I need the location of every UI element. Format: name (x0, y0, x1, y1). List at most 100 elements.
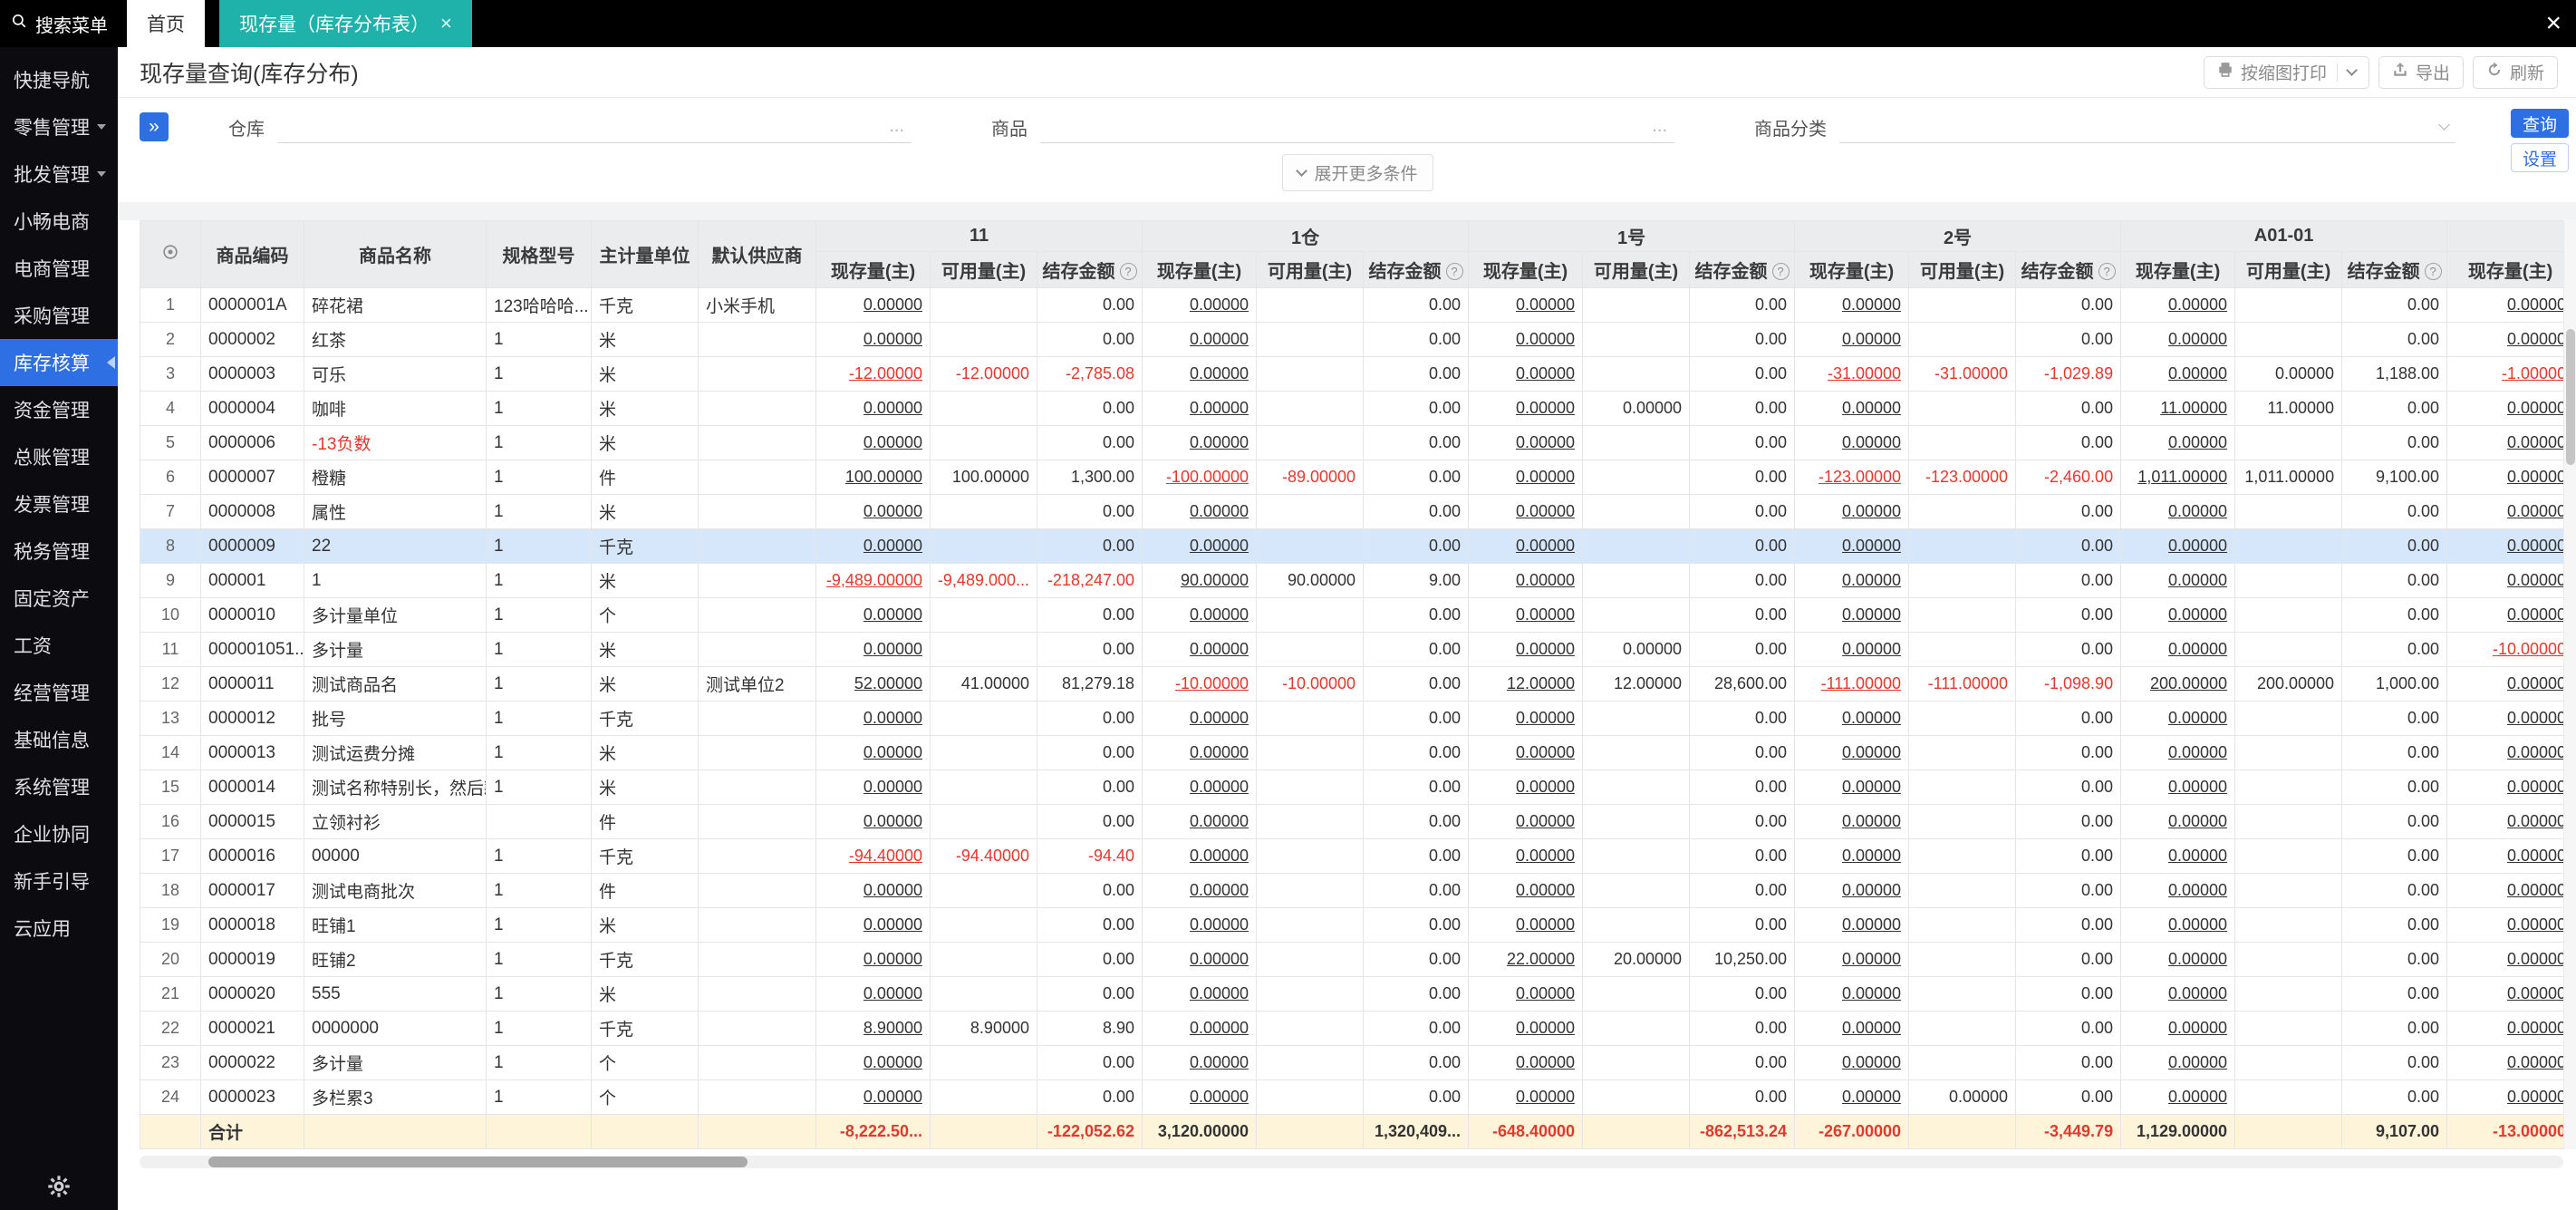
stock-qty-link[interactable]: 0.00000 (1142, 804, 1258, 839)
stock-qty-link[interactable]: 0.00000 (2120, 1011, 2236, 1046)
stock-qty-link[interactable]: 200.00000 (2120, 666, 2236, 702)
stock-qty-link[interactable]: 11.00000 (2120, 391, 2236, 426)
table-row[interactable]: 24 0000023 多栏累3 1 个 0.00000 0.00 0.00000 0.00 0.0… (140, 1079, 2563, 1115)
stock-qty-link[interactable]: 0.00000 (2446, 701, 2563, 736)
stock-qty-link[interactable]: 0.00000 (1468, 391, 1584, 426)
table-row[interactable]: 1 0000001A 碎花裙 123哈哈哈... 千克 小米手机 0.00000 0.00 0.… (140, 287, 2563, 323)
stock-qty-link[interactable]: 0.00000 (1142, 838, 1258, 874)
stock-qty-link[interactable]: 0.00000 (1468, 425, 1584, 460)
help-icon[interactable]: ? (1771, 263, 1790, 280)
help-icon[interactable]: ? (1445, 263, 1463, 280)
stock-qty-link[interactable]: 0.00000 (1794, 563, 1910, 598)
stock-qty-link[interactable]: 0.00000 (1468, 873, 1584, 908)
stock-qty-link[interactable]: 0.00000 (2120, 287, 2236, 323)
stock-qty-link[interactable]: 0.00000 (2446, 1011, 2563, 1046)
stock-qty-link[interactable]: -123.00000 (1794, 460, 1910, 495)
table-row[interactable]: 3 0000003 可乐 1 米 -12.00000 -12.00000 -2,785.08 0… (140, 356, 2563, 392)
stock-qty-link[interactable]: -1.00000 (2446, 356, 2563, 392)
stock-qty-link[interactable]: 0.00000 (815, 528, 931, 564)
tab-close-icon[interactable]: × (440, 12, 452, 34)
stock-qty-link[interactable]: 0.00000 (1794, 1045, 1910, 1080)
stock-qty-link[interactable]: 0.00000 (1794, 942, 1910, 977)
table-row[interactable]: 5 0000006 -13负数 1 米 0.00000 0.00 0.00000 0.00 0.0… (140, 425, 2563, 460)
stock-qty-link[interactable]: 0.00000 (1468, 287, 1584, 323)
stock-qty-link[interactable]: 0.00000 (1794, 287, 1910, 323)
stock-qty-link[interactable]: 0.00000 (815, 701, 931, 736)
stock-qty-link[interactable]: 0.00000 (2120, 425, 2236, 460)
picker-ellipsis-icon[interactable]: ... (889, 116, 904, 136)
stock-qty-link[interactable]: 0.00000 (1142, 976, 1258, 1012)
stock-qty-link[interactable]: 0.00000 (2120, 597, 2236, 633)
stock-qty-link[interactable]: -10.00000 (1142, 666, 1258, 702)
stock-qty-link[interactable]: 12.00000 (1468, 666, 1584, 702)
horizontal-scrollbar-thumb[interactable] (208, 1157, 748, 1167)
stock-qty-link[interactable]: 0.00000 (1468, 322, 1584, 357)
stock-qty-link[interactable]: 0.00000 (1794, 391, 1910, 426)
help-icon[interactable]: ? (1119, 263, 1137, 280)
tab-current-inventory[interactable]: 现存量（库存分布表） × (219, 0, 472, 47)
table-row[interactable]: 20 0000019 旺铺2 1 千克 0.00000 0.00 0.00000 0.00 22.… (140, 942, 2563, 977)
stock-qty-link[interactable]: 0.00000 (1468, 804, 1584, 839)
stock-qty-link[interactable]: 0.00000 (2446, 563, 2563, 598)
table-row[interactable]: 9 000001 1 1 米 -9,489.00000 -9,489.000... -218,… (140, 563, 2563, 598)
expand-more-button[interactable]: 展开更多条件 (1282, 154, 1433, 191)
stock-qty-link[interactable]: 0.00000 (815, 770, 931, 805)
table-row[interactable]: 10 0000010 多计量单位 1 个 0.00000 0.00 0.00000 0.00 0.… (140, 597, 2563, 633)
stock-qty-link[interactable]: 0.00000 (2120, 322, 2236, 357)
stock-qty-link[interactable]: 0.00000 (2446, 838, 2563, 874)
stock-qty-link[interactable]: 0.00000 (2446, 873, 2563, 908)
stock-qty-link[interactable]: 0.00000 (815, 976, 931, 1012)
stock-qty-link[interactable]: 0.00000 (2446, 1045, 2563, 1080)
export-button[interactable]: 导出 (2378, 55, 2464, 89)
stock-qty-link[interactable]: 0.00000 (815, 907, 931, 943)
table-row[interactable]: 4 0000004 咖啡 1 米 0.00000 0.00 0.00000 0.00 0.0000… (140, 391, 2563, 426)
stock-qty-link[interactable]: 0.00000 (2120, 1045, 2236, 1080)
expand-filter-panel-button[interactable]: » (140, 112, 169, 141)
sidebar-item[interactable]: 库存核算 (0, 339, 118, 386)
stock-qty-link[interactable]: 0.00000 (1794, 322, 1910, 357)
window-close-button[interactable]: × (2545, 8, 2562, 38)
sidebar-item[interactable]: 发票管理 (0, 480, 118, 528)
stock-qty-link[interactable]: 52.00000 (815, 666, 931, 702)
sidebar-item[interactable]: 新手引导 (0, 857, 118, 905)
stock-qty-link[interactable]: 0.00000 (1794, 528, 1910, 564)
stock-qty-link[interactable]: 22.00000 (1468, 942, 1584, 977)
stock-qty-link[interactable]: 0.00000 (1468, 701, 1584, 736)
stock-qty-link[interactable]: 0.00000 (1142, 873, 1258, 908)
sidebar-item[interactable]: 固定资产 (0, 575, 118, 622)
stock-qty-link[interactable]: 0.00000 (815, 942, 931, 977)
sidebar-item[interactable]: 资金管理 (0, 386, 118, 433)
picker-ellipsis-icon[interactable]: ... (1652, 116, 1667, 136)
stock-qty-link[interactable]: 0.00000 (2446, 735, 2563, 770)
stock-qty-link[interactable]: 0.00000 (1142, 528, 1258, 564)
stock-qty-link[interactable]: 0.00000 (1794, 770, 1910, 805)
stock-qty-link[interactable]: 0.00000 (1142, 701, 1258, 736)
stock-qty-link[interactable]: 0.00000 (2120, 907, 2236, 943)
stock-qty-link[interactable]: 0.00000 (815, 425, 931, 460)
stock-qty-link[interactable]: 0.00000 (2120, 563, 2236, 598)
stock-qty-link[interactable]: 0.00000 (2120, 356, 2236, 392)
stock-qty-link[interactable]: 1,011.00000 (2120, 460, 2236, 495)
stock-qty-link[interactable]: 0.00000 (1142, 942, 1258, 977)
stock-qty-link[interactable]: 100.00000 (815, 460, 931, 495)
stock-qty-link[interactable]: -10.00000 (2446, 632, 2563, 667)
stock-qty-link[interactable]: 0.00000 (2120, 735, 2236, 770)
stock-qty-link[interactable]: -31.00000 (1794, 356, 1910, 392)
table-row[interactable]: 2 0000002 红茶 1 米 0.00000 0.00 0.00000 0.00 0.0000… (140, 322, 2563, 357)
stock-qty-link[interactable]: 0.00000 (1794, 597, 1910, 633)
stock-qty-link[interactable]: 0.00000 (1142, 770, 1258, 805)
stock-qty-link[interactable]: 0.00000 (815, 735, 931, 770)
stock-qty-link[interactable]: 0.00000 (2446, 770, 2563, 805)
stock-qty-link[interactable]: 0.00000 (1794, 907, 1910, 943)
stock-qty-link[interactable]: 0.00000 (1794, 873, 1910, 908)
stock-qty-link[interactable]: 0.00000 (1794, 1079, 1910, 1115)
stock-qty-link[interactable]: -111.00000 (1794, 666, 1910, 702)
table-row[interactable]: 23 0000022 多计量 1 个 0.00000 0.00 0.00000 0.00 0.00… (140, 1045, 2563, 1080)
sidebar-item[interactable]: 工资 (0, 622, 118, 669)
query-button[interactable]: 查询 (2511, 109, 2569, 138)
stock-qty-link[interactable]: 0.00000 (1794, 735, 1910, 770)
table-row[interactable]: 16 0000015 立领衬衫件 0.00000 0.00 0.00000 0.00 0.00… (140, 804, 2563, 839)
stock-qty-link[interactable]: 0.00000 (2446, 804, 2563, 839)
stock-qty-link[interactable]: 0.00000 (2120, 632, 2236, 667)
stock-qty-link[interactable]: 0.00000 (1468, 838, 1584, 874)
